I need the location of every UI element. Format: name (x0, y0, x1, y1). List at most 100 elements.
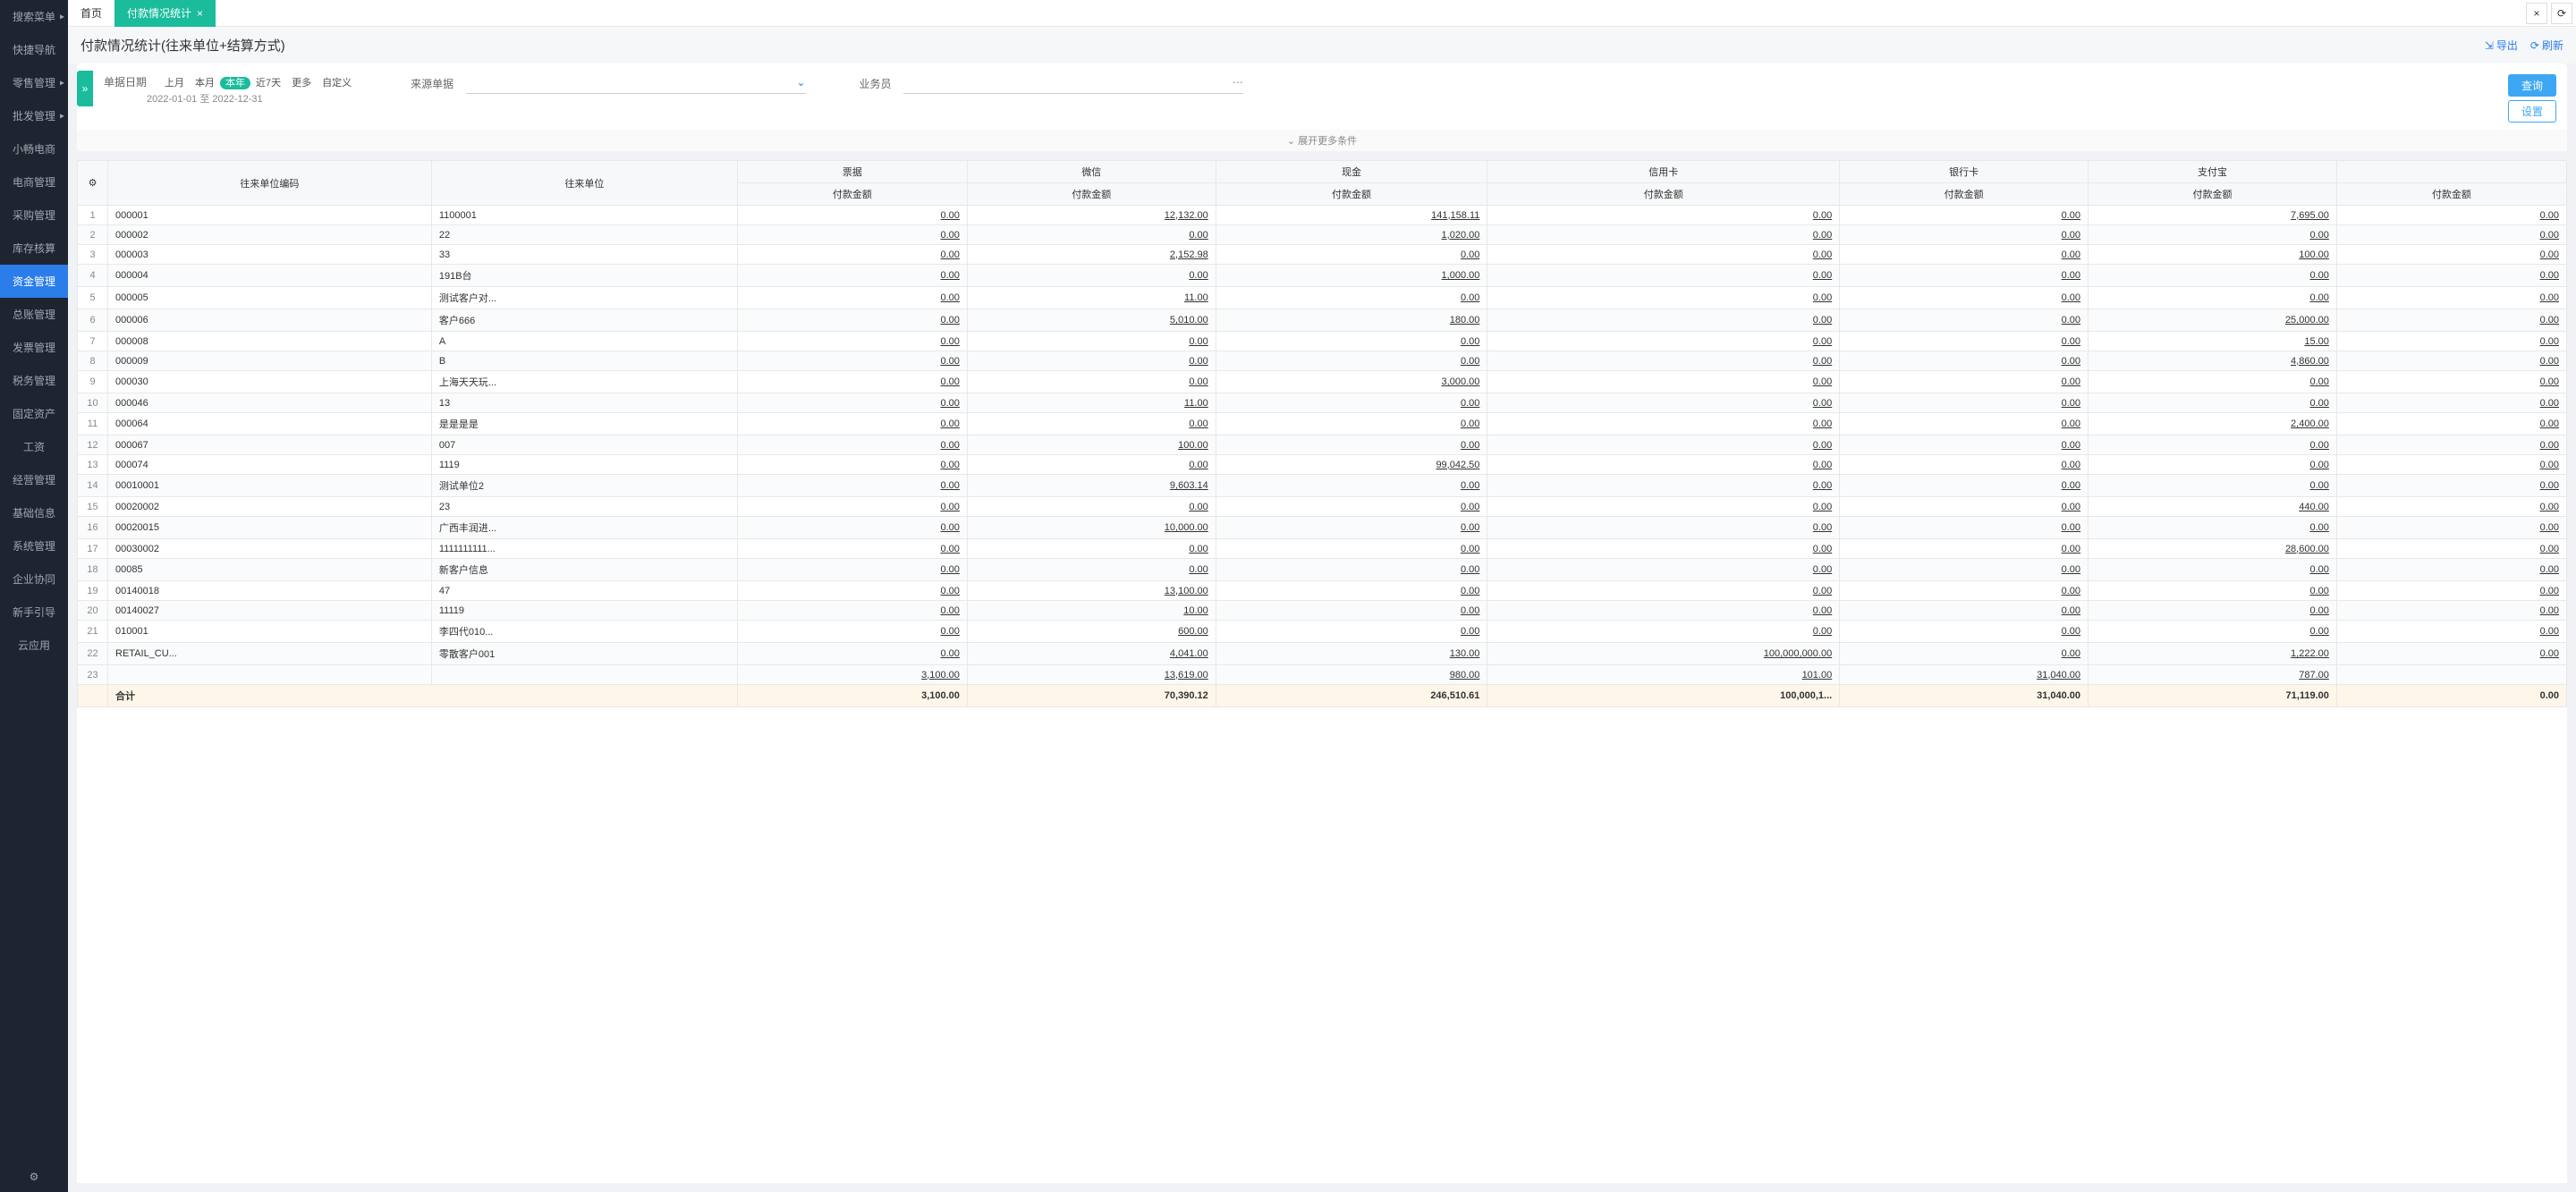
cell-amount[interactable]: 0.00 (737, 393, 967, 413)
sidebar-item-6[interactable]: 采购管理 (0, 199, 68, 232)
sidebar-item-11[interactable]: 税务管理 (0, 364, 68, 397)
cell-amount[interactable]: 0.00 (737, 371, 967, 393)
sidebar-item-12[interactable]: 固定资产 (0, 397, 68, 430)
sidebar-item-4[interactable]: 小畅电商 (0, 132, 68, 165)
cell-amount[interactable]: 0.00 (1216, 413, 1487, 435)
cell-amount[interactable]: 0.00 (1487, 455, 1840, 475)
cell-amount[interactable]: 0.00 (2336, 351, 2566, 371)
cell-amount[interactable]: 0.00 (1487, 371, 1840, 393)
sidebar-item-15[interactable]: 基础信息 (0, 496, 68, 529)
cell-amount[interactable]: 0.00 (2089, 265, 2337, 287)
cell-amount[interactable]: 0.00 (2336, 265, 2566, 287)
cell-amount[interactable]: 0.00 (2336, 475, 2566, 497)
cell-amount[interactable]: 0.00 (1840, 413, 2089, 435)
sidebar-item-19[interactable]: 云应用 (0, 629, 68, 662)
tab-payment-stats[interactable]: 付款情况统计 × (114, 0, 216, 27)
cell-amount[interactable]: 99,042.50 (1216, 455, 1487, 475)
cell-amount[interactable]: 13,100.00 (967, 581, 1216, 601)
cell-amount[interactable]: 0.00 (1216, 581, 1487, 601)
cell-amount[interactable]: 0.00 (737, 225, 967, 245)
cell-amount[interactable]: 0.00 (2089, 393, 2337, 413)
cell-amount[interactable]: 0.00 (737, 517, 967, 539)
cell-amount[interactable]: 0.00 (2089, 371, 2337, 393)
cell-amount[interactable]: 101.00 (1487, 665, 1840, 685)
cell-amount[interactable]: 0.00 (1487, 265, 1840, 287)
cell-amount[interactable]: 11.00 (967, 287, 1216, 309)
cell-amount[interactable] (2336, 665, 2566, 685)
cell-amount[interactable]: 0.00 (737, 435, 967, 455)
cell-amount[interactable]: 2,400.00 (2089, 413, 2337, 435)
cell-amount[interactable]: 0.00 (2336, 393, 2566, 413)
close-icon[interactable]: × (197, 7, 203, 20)
cell-amount[interactable]: 0.00 (1487, 559, 1840, 581)
ellipsis-icon[interactable]: ⋯ (1233, 76, 1243, 89)
cell-amount[interactable]: 0.00 (737, 581, 967, 601)
cell-amount[interactable]: 0.00 (2336, 332, 2566, 351)
cell-amount[interactable]: 0.00 (967, 413, 1216, 435)
cell-amount[interactable]: 0.00 (1487, 621, 1840, 643)
cell-amount[interactable]: 0.00 (737, 475, 967, 497)
cell-amount[interactable]: 0.00 (737, 245, 967, 265)
cell-amount[interactable]: 0.00 (1487, 332, 1840, 351)
sidebar-item-17[interactable]: 企业协同 (0, 562, 68, 596)
cell-amount[interactable]: 12,132.00 (967, 206, 1216, 225)
sidebar-item-9[interactable]: 总账管理 (0, 298, 68, 331)
date-option-0[interactable]: 上月 (159, 77, 190, 89)
cell-amount[interactable]: 0.00 (967, 225, 1216, 245)
cell-amount[interactable]: 4,860.00 (2089, 351, 2337, 371)
sidebar-item-3[interactable]: 批发管理▸ (0, 99, 68, 132)
cell-amount[interactable]: 0.00 (2089, 455, 2337, 475)
cell-amount[interactable]: 0.00 (1840, 559, 2089, 581)
cell-amount[interactable]: 0.00 (2336, 517, 2566, 539)
cell-amount[interactable]: 141,158.11 (1216, 206, 1487, 225)
sidebar-item-7[interactable]: 库存核算 (0, 232, 68, 265)
cell-amount[interactable]: 0.00 (2336, 309, 2566, 332)
cell-amount[interactable]: 0.00 (1216, 517, 1487, 539)
cell-amount[interactable]: 0.00 (1216, 332, 1487, 351)
cell-amount[interactable]: 0.00 (737, 643, 967, 665)
cell-amount[interactable]: 0.00 (1216, 621, 1487, 643)
cell-amount[interactable]: 1,020.00 (1216, 225, 1487, 245)
cell-amount[interactable]: 0.00 (1487, 225, 1840, 245)
cell-amount[interactable]: 13,619.00 (967, 665, 1216, 685)
cell-amount[interactable]: 0.00 (1487, 245, 1840, 265)
cell-amount[interactable]: 0.00 (737, 497, 967, 517)
cell-amount[interactable]: 100.00 (967, 435, 1216, 455)
cell-amount[interactable]: 0.00 (1216, 601, 1487, 621)
cell-amount[interactable]: 28,600.00 (2089, 539, 2337, 559)
cell-amount[interactable]: 0.00 (1840, 225, 2089, 245)
filter-collapse-handle[interactable]: » (77, 71, 93, 106)
sidebar-item-10[interactable]: 发票管理 (0, 331, 68, 364)
sidebar-item-1[interactable]: 快捷导航 (0, 33, 68, 66)
cell-amount[interactable]: 0.00 (2089, 435, 2337, 455)
cell-amount[interactable]: 0.00 (967, 332, 1216, 351)
tab-home[interactable]: 首页 (68, 0, 114, 27)
table-settings-header[interactable]: ⚙ (78, 161, 108, 206)
cell-amount[interactable]: 787.00 (2089, 665, 2337, 685)
cell-amount[interactable]: 0.00 (1216, 475, 1487, 497)
sidebar-item-5[interactable]: 电商管理 (0, 165, 68, 199)
cell-amount[interactable]: 0.00 (1487, 309, 1840, 332)
sidebar-item-18[interactable]: 新手引导 (0, 596, 68, 629)
cell-amount[interactable]: 0.00 (2336, 621, 2566, 643)
cell-amount[interactable]: 0.00 (737, 206, 967, 225)
refresh-button[interactable]: ⟳刷新 (2530, 38, 2563, 53)
cell-amount[interactable]: 10.00 (967, 601, 1216, 621)
cell-amount[interactable]: 0.00 (1840, 621, 2089, 643)
cell-amount[interactable]: 0.00 (2089, 225, 2337, 245)
cell-amount[interactable]: 0.00 (737, 287, 967, 309)
cell-amount[interactable]: 0.00 (1840, 351, 2089, 371)
cell-amount[interactable]: 100.00 (2089, 245, 2337, 265)
cell-amount[interactable]: 0.00 (1840, 287, 2089, 309)
source-input[interactable] (466, 74, 806, 94)
cell-amount[interactable]: 0.00 (967, 455, 1216, 475)
cell-amount[interactable]: 0.00 (2336, 497, 2566, 517)
cell-amount[interactable]: 15.00 (2089, 332, 2337, 351)
sales-input[interactable] (903, 74, 1243, 94)
cell-amount[interactable]: 0.00 (1487, 206, 1840, 225)
cell-amount[interactable]: 0.00 (1216, 539, 1487, 559)
cell-amount[interactable]: 0.00 (1216, 497, 1487, 517)
cell-amount[interactable]: 0.00 (1840, 455, 2089, 475)
cell-amount[interactable]: 0.00 (1840, 245, 2089, 265)
cell-amount[interactable]: 0.00 (2089, 475, 2337, 497)
